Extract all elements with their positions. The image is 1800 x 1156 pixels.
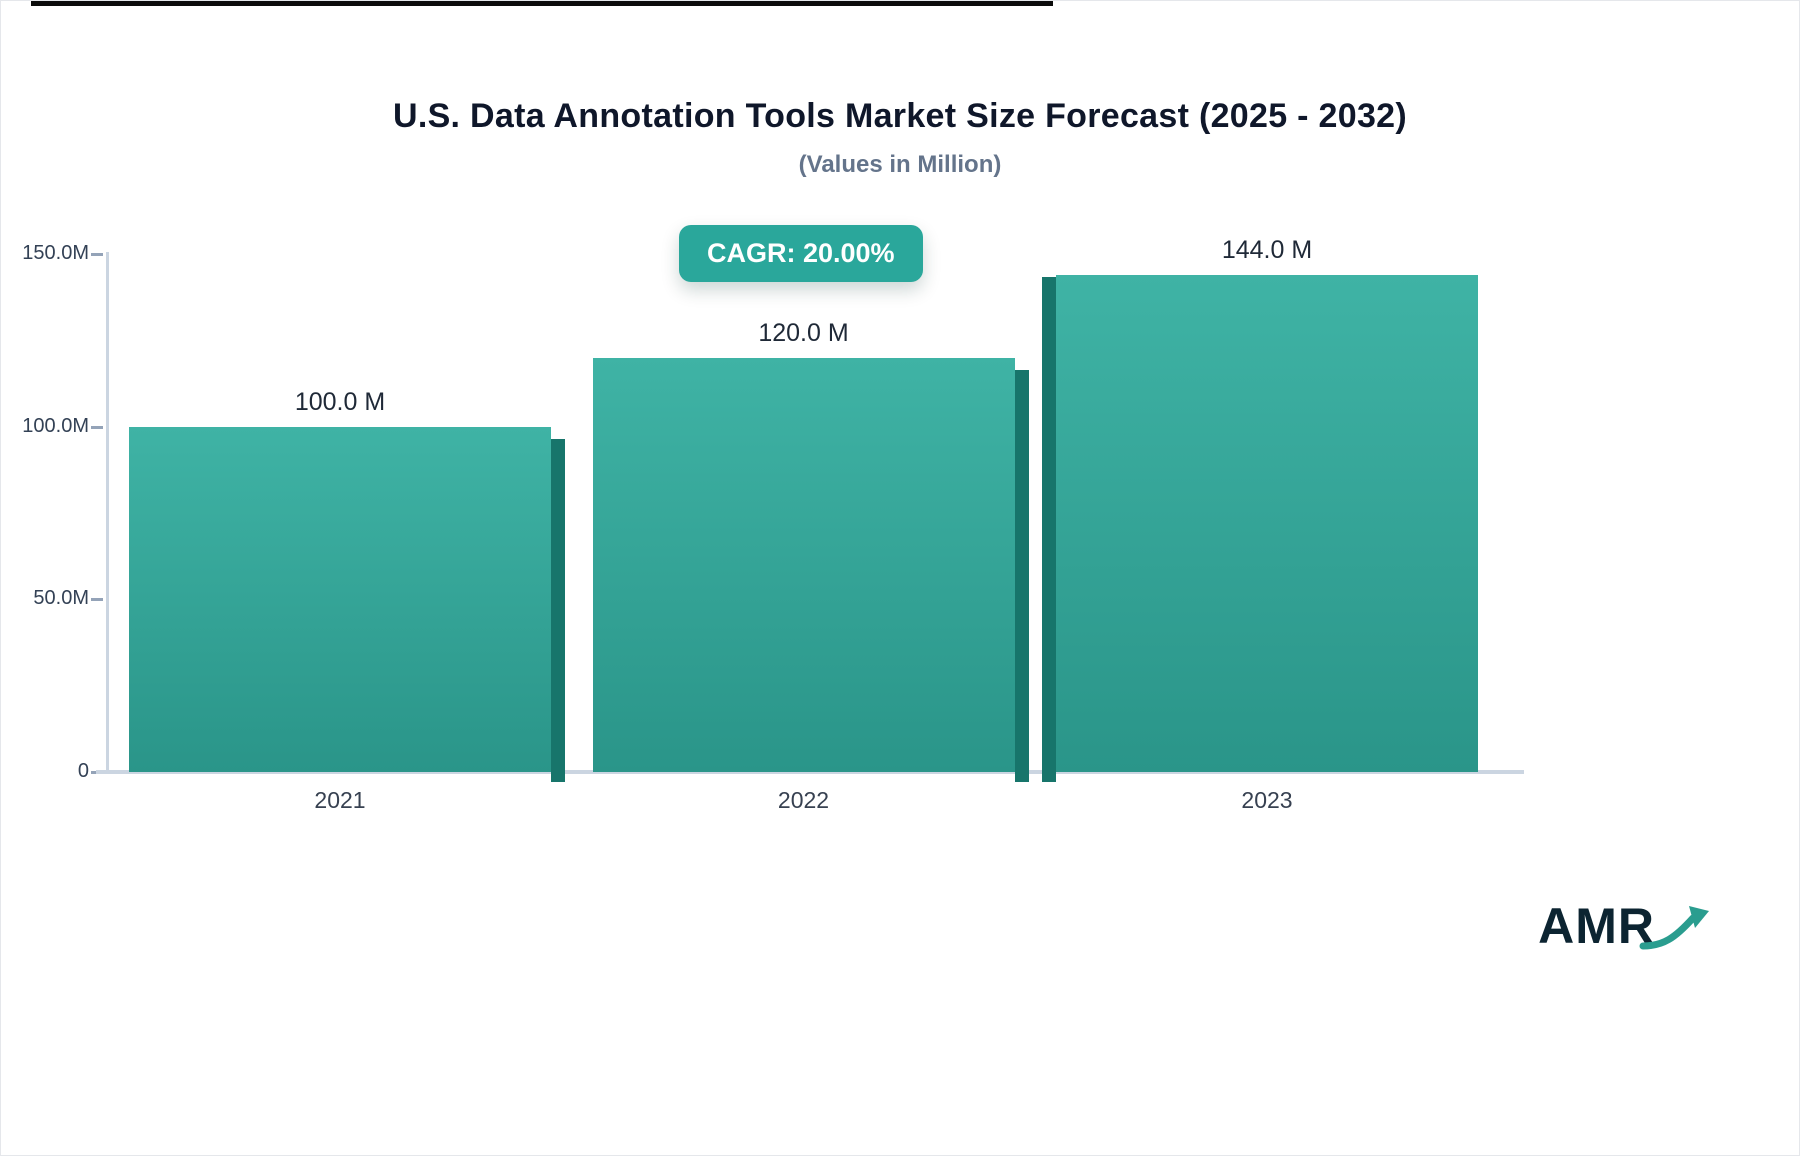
cagr-badge: CAGR: 20.00% <box>679 225 923 282</box>
bar-2022 <box>592 357 1029 782</box>
y-axis-line <box>106 252 109 774</box>
x-axis-labels: 2021 2022 2023 <box>129 787 1478 814</box>
y-tick-label: 150.0M <box>22 242 89 264</box>
bar-column: 144.0 M <box>1042 235 1478 782</box>
bars-area: 100.0 M 120.0 M 144.0 M <box>129 236 1478 782</box>
chart-title: U.S. Data Annotation Tools Market Size F… <box>392 97 1407 135</box>
y-tick-mark <box>91 598 103 602</box>
y-tick-label: 100.0M <box>22 414 89 437</box>
x-axis-label-2023: 2023 <box>1241 787 1293 813</box>
y-tick-mark <box>91 253 103 256</box>
bar-column: 100.0 M <box>129 387 565 782</box>
bar-value-label: 144.0 M <box>1221 235 1313 264</box>
y-tick-mark <box>91 425 103 429</box>
amr-logo: AMR <box>1538 897 1711 955</box>
bar-value-label: 100.0 M <box>294 387 386 416</box>
growth-arrow-icon <box>1639 906 1709 950</box>
bar-value-label: 120.0 M <box>758 318 849 347</box>
bar-2021 <box>129 426 565 782</box>
amr-logo-text: AMR <box>1538 898 1655 954</box>
y-tick-label: 0 <box>77 760 89 782</box>
x-axis-label-2021: 2021 <box>314 787 366 813</box>
top-strip <box>31 1 1053 6</box>
y-tick-label: 50.0M <box>33 587 89 610</box>
chart-subtitle: (Values in Million) <box>798 151 1002 178</box>
bar-3d-face <box>551 438 565 782</box>
bar-2023 <box>1042 274 1478 782</box>
bar-3d-face <box>1014 369 1029 782</box>
bar-column: 120.0 M <box>592 318 1029 782</box>
bar-3d-face <box>1042 276 1056 782</box>
x-axis-label-2022: 2022 <box>777 787 830 813</box>
x-axis-line <box>96 770 1524 774</box>
